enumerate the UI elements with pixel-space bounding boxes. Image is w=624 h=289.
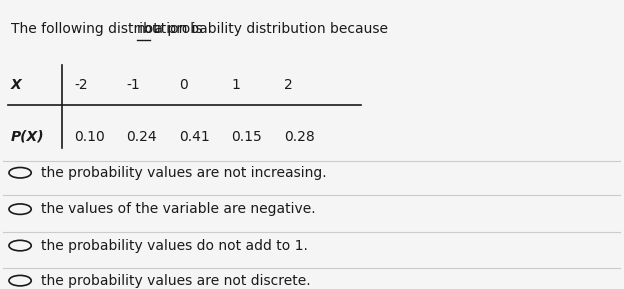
Text: the probability values do not add to 1.: the probability values do not add to 1.	[41, 238, 308, 253]
Text: 2: 2	[284, 78, 293, 92]
Text: 0.15: 0.15	[232, 129, 262, 144]
Text: The following distribution is: The following distribution is	[11, 22, 207, 36]
Text: -1: -1	[127, 78, 140, 92]
Text: 0.10: 0.10	[74, 129, 105, 144]
Text: the probability values are not increasing.: the probability values are not increasin…	[41, 166, 327, 180]
Text: 0.41: 0.41	[179, 129, 210, 144]
Text: 0.24: 0.24	[127, 129, 157, 144]
Text: 0: 0	[179, 78, 188, 92]
Text: the values of the variable are negative.: the values of the variable are negative.	[41, 202, 316, 216]
Text: 1: 1	[232, 78, 240, 92]
Text: X: X	[11, 78, 22, 92]
Text: a probability distribution because: a probability distribution because	[150, 22, 388, 36]
Text: the probability values are not discrete.: the probability values are not discrete.	[41, 274, 311, 288]
Text: 0.28: 0.28	[284, 129, 315, 144]
Text: -2: -2	[74, 78, 87, 92]
Text: not: not	[137, 22, 160, 36]
Text: P(X): P(X)	[11, 129, 44, 144]
